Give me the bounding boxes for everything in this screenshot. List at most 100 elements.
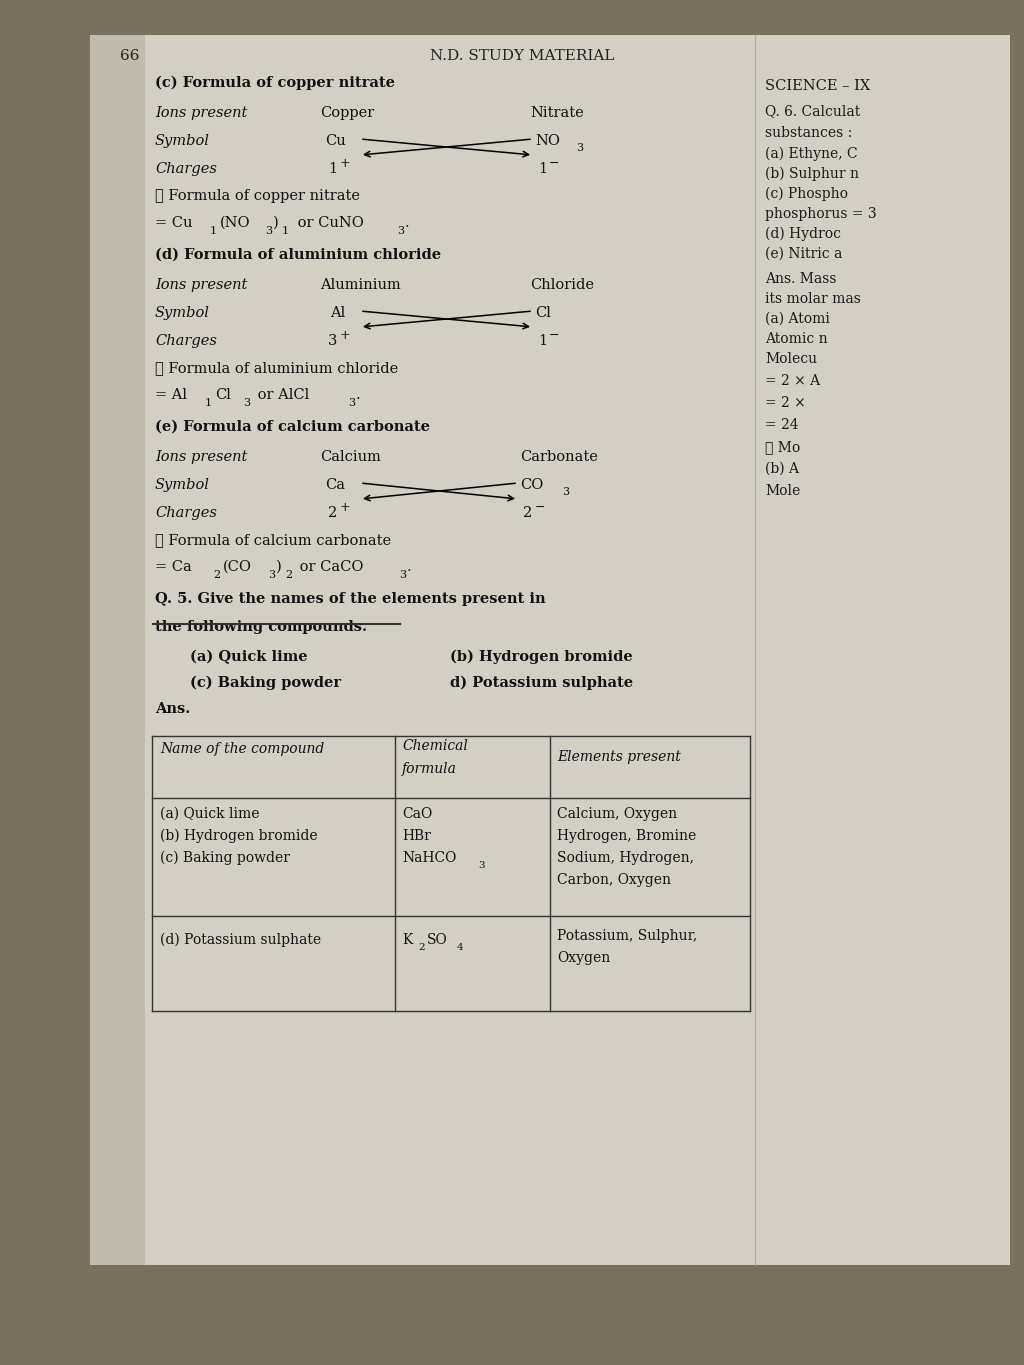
Text: .: .: [407, 560, 412, 575]
Text: Mole: Mole: [765, 485, 800, 498]
Text: Aluminium: Aluminium: [319, 278, 400, 292]
Text: Symbol: Symbol: [155, 134, 210, 147]
Text: (c) Formula of copper nitrate: (c) Formula of copper nitrate: [155, 75, 395, 90]
Text: SO: SO: [427, 934, 447, 947]
Text: 3: 3: [575, 143, 583, 153]
Text: (d) Formula of aluminium chloride: (d) Formula of aluminium chloride: [155, 248, 441, 262]
Text: Copper: Copper: [319, 106, 374, 120]
Text: 3: 3: [478, 861, 484, 870]
Text: 3: 3: [348, 399, 355, 408]
Text: Name of the compound: Name of the compound: [160, 743, 325, 756]
Text: (a) Ethyne, C: (a) Ethyne, C: [765, 146, 858, 161]
Text: Calcium, Oxygen: Calcium, Oxygen: [557, 807, 677, 820]
Text: 3: 3: [328, 334, 337, 348]
Text: Potassium, Sulphur,: Potassium, Sulphur,: [557, 930, 697, 943]
Text: −: −: [535, 501, 546, 515]
Text: .: .: [356, 388, 360, 403]
Text: 1: 1: [538, 334, 547, 348]
Text: −: −: [549, 157, 559, 171]
Text: 3: 3: [399, 571, 407, 580]
Text: (e) Nitric a: (e) Nitric a: [765, 247, 843, 261]
Text: ∴ Formula of aluminium chloride: ∴ Formula of aluminium chloride: [155, 360, 398, 375]
Text: 2: 2: [285, 571, 292, 580]
Text: Elements present: Elements present: [557, 749, 681, 764]
Text: 1: 1: [210, 227, 217, 236]
Text: (b) Hydrogen bromide: (b) Hydrogen bromide: [450, 650, 633, 663]
Text: Chemical: Chemical: [402, 738, 468, 753]
Text: (a) Quick lime: (a) Quick lime: [160, 807, 259, 820]
Text: = Ca: = Ca: [155, 560, 191, 575]
Text: Q. 6. Calculat: Q. 6. Calculat: [765, 104, 860, 117]
Text: ∴ Formula of calcium carbonate: ∴ Formula of calcium carbonate: [155, 532, 391, 547]
Text: ∴ Formula of copper nitrate: ∴ Formula of copper nitrate: [155, 188, 360, 203]
Text: HBr: HBr: [402, 829, 431, 844]
Text: CaO: CaO: [402, 807, 432, 820]
Text: Ans. Mass: Ans. Mass: [765, 272, 837, 287]
Text: (CO: (CO: [223, 560, 252, 575]
Text: 2: 2: [418, 943, 425, 951]
Text: Chloride: Chloride: [530, 278, 594, 292]
Text: N.D. STUDY MATERIAL: N.D. STUDY MATERIAL: [430, 49, 614, 63]
Text: +: +: [340, 329, 350, 343]
Text: 3: 3: [562, 487, 569, 497]
Text: Ca: Ca: [325, 478, 345, 491]
Text: Charges: Charges: [155, 334, 217, 348]
Text: phosphorus = 3: phosphorus = 3: [765, 207, 877, 221]
Text: 1: 1: [205, 399, 212, 408]
Text: (NO: (NO: [220, 216, 251, 229]
Text: = Cu: = Cu: [155, 216, 193, 229]
Text: +: +: [340, 157, 350, 171]
Text: Carbon, Oxygen: Carbon, Oxygen: [557, 874, 671, 887]
Text: −: −: [549, 329, 559, 343]
Text: (d) Potassium sulphate: (d) Potassium sulphate: [160, 932, 322, 947]
Text: Ions present: Ions present: [155, 450, 248, 464]
Text: (c) Phospho: (c) Phospho: [765, 187, 848, 201]
Text: 3: 3: [397, 227, 404, 236]
Text: (b) Sulphur n: (b) Sulphur n: [765, 167, 859, 182]
Text: CO: CO: [520, 478, 544, 491]
Text: .: .: [406, 216, 410, 229]
Text: Cl: Cl: [535, 306, 551, 319]
Text: Sodium, Hydrogen,: Sodium, Hydrogen,: [557, 850, 694, 865]
Text: 3: 3: [265, 227, 272, 236]
Text: Al: Al: [330, 306, 345, 319]
Text: 3: 3: [268, 571, 275, 580]
Text: Charges: Charges: [155, 506, 217, 520]
Text: 3: 3: [243, 399, 250, 408]
Text: Symbol: Symbol: [155, 306, 210, 319]
Text: 1: 1: [282, 227, 289, 236]
Bar: [90, 35, 145, 1265]
Text: = 2 ×: = 2 ×: [765, 396, 806, 410]
Text: NaHCO: NaHCO: [402, 850, 457, 865]
Text: (b) Hydrogen bromide: (b) Hydrogen bromide: [160, 829, 317, 844]
Text: = 24: = 24: [765, 418, 799, 431]
Text: ∴ Mo: ∴ Mo: [765, 440, 800, 455]
Text: Calcium: Calcium: [319, 450, 381, 464]
Text: the following compounds.: the following compounds.: [155, 620, 367, 633]
Text: Carbonate: Carbonate: [520, 450, 598, 464]
Text: 4: 4: [457, 943, 464, 951]
Text: its molar mas: its molar mas: [765, 292, 861, 306]
Text: Ans.: Ans.: [155, 702, 190, 717]
Text: (b) A: (b) A: [765, 461, 799, 476]
Text: 1: 1: [328, 162, 337, 176]
Text: 2: 2: [523, 506, 532, 520]
Text: (c) Baking powder: (c) Baking powder: [190, 676, 341, 689]
Text: Ions present: Ions present: [155, 106, 248, 120]
Text: Cl: Cl: [215, 388, 230, 403]
Text: (a) Atomi: (a) Atomi: [765, 313, 829, 326]
Text: Symbol: Symbol: [155, 478, 210, 491]
Text: substances :: substances :: [765, 126, 852, 141]
Text: 66: 66: [120, 49, 139, 63]
Text: formula: formula: [402, 762, 457, 775]
Text: (a) Quick lime: (a) Quick lime: [190, 650, 307, 663]
Text: NO: NO: [535, 134, 560, 147]
Text: or CuNO: or CuNO: [293, 216, 364, 229]
Text: Oxygen: Oxygen: [557, 951, 610, 965]
Text: Ions present: Ions present: [155, 278, 248, 292]
Text: (d) Hydroc: (d) Hydroc: [765, 227, 841, 242]
Text: Hydrogen, Bromine: Hydrogen, Bromine: [557, 829, 696, 844]
Text: Charges: Charges: [155, 162, 217, 176]
Text: or CaCO: or CaCO: [295, 560, 364, 575]
Text: d) Potassium sulphate: d) Potassium sulphate: [450, 676, 633, 689]
